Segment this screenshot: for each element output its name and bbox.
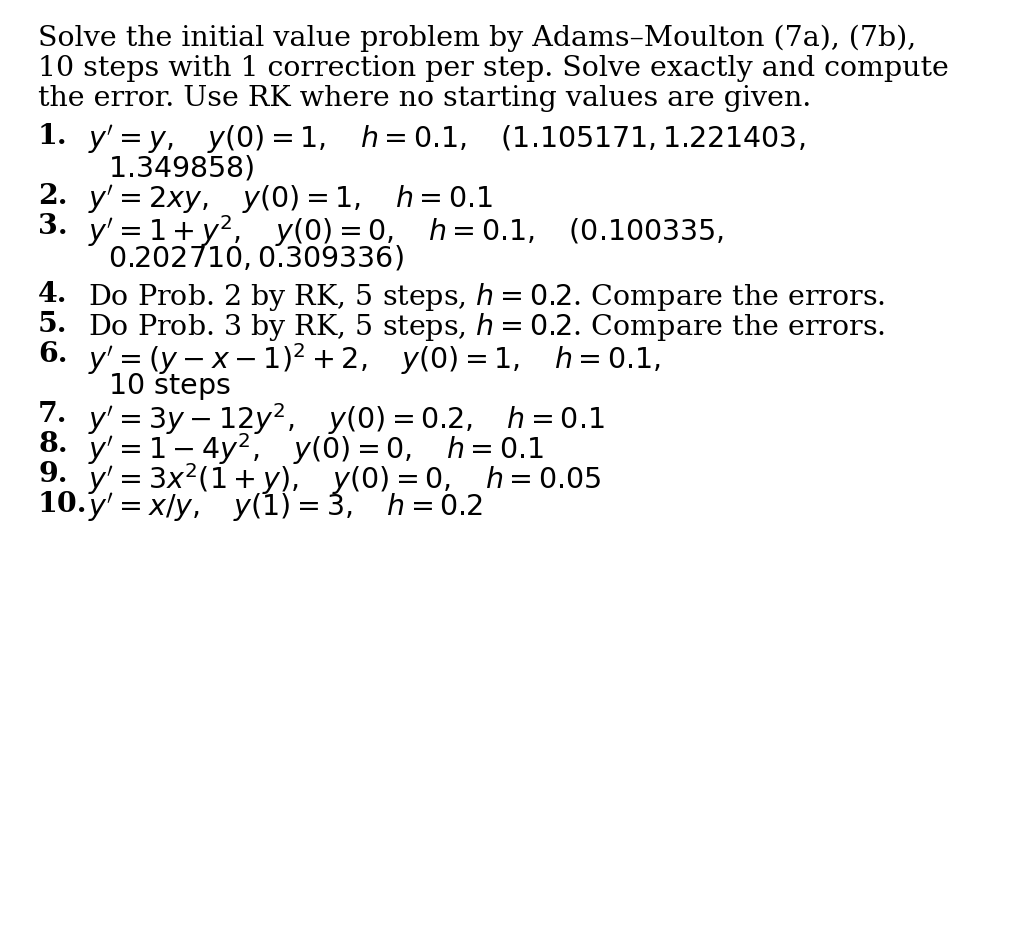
Text: 10 steps with 1 correction per step. Solve exactly and compute: 10 steps with 1 correction per step. Sol… xyxy=(38,55,949,82)
Text: 10.: 10. xyxy=(38,490,87,517)
Text: 7.: 7. xyxy=(38,400,68,427)
Text: $y' = 2xy, \quad y(0) = 1, \quad h = 0.1$: $y' = 2xy, \quad y(0) = 1, \quad h = 0.1… xyxy=(88,183,493,216)
Text: 6.: 6. xyxy=(38,340,68,368)
Text: Do Prob. 3 by RK, 5 steps, $h = 0.2$. Compare the errors.: Do Prob. 3 by RK, 5 steps, $h = 0.2$. Co… xyxy=(88,311,886,343)
Text: 3.: 3. xyxy=(38,213,68,240)
Text: Do Prob. 2 by RK, 5 steps, $h = 0.2$. Compare the errors.: Do Prob. 2 by RK, 5 steps, $h = 0.2$. Co… xyxy=(88,281,886,312)
Text: 5.: 5. xyxy=(38,311,68,337)
Text: $1.349858)$: $1.349858)$ xyxy=(108,153,255,182)
Text: 1.: 1. xyxy=(38,123,68,150)
Text: 9.: 9. xyxy=(38,461,68,488)
Text: $y' = 3y - 12y^2, \quad y(0) = 0.2, \quad h = 0.1$: $y' = 3y - 12y^2, \quad y(0) = 0.2, \qua… xyxy=(88,400,604,437)
Text: 2.: 2. xyxy=(38,183,68,210)
Text: $y' = 1 - 4y^2, \quad y(0) = 0, \quad h = 0.1$: $y' = 1 - 4y^2, \quad y(0) = 0, \quad h … xyxy=(88,430,544,466)
Text: $y' = y, \quad y(0) = 1, \quad h = 0.1, \quad (1.105171, 1.221403,$: $y' = y, \quad y(0) = 1, \quad h = 0.1, … xyxy=(88,123,805,156)
Text: the error. Use RK where no starting values are given.: the error. Use RK where no starting valu… xyxy=(38,85,811,112)
Text: 4.: 4. xyxy=(38,281,68,308)
Text: Solve the initial value problem by Adams–Moulton (7a), (7b),: Solve the initial value problem by Adams… xyxy=(38,25,916,52)
Text: $y' = 3x^2(1 + y), \quad y(0) = 0, \quad h = 0.05$: $y' = 3x^2(1 + y), \quad y(0) = 0, \quad… xyxy=(88,461,601,496)
Text: $0.202710, 0.309336)$: $0.202710, 0.309336)$ xyxy=(108,243,403,272)
Text: $y' = 1 + y^2, \quad y(0) = 0, \quad h = 0.1, \quad (0.100335,$: $y' = 1 + y^2, \quad y(0) = 0, \quad h =… xyxy=(88,213,724,248)
Text: $y' = (y - x - 1)^2 + 2, \quad y(0) = 1, \quad h = 0.1,$: $y' = (y - x - 1)^2 + 2, \quad y(0) = 1,… xyxy=(88,340,660,376)
Text: 8.: 8. xyxy=(38,430,68,458)
Text: $y' = x/y, \quad y(1) = 3, \quad h = 0.2$: $y' = x/y, \quad y(1) = 3, \quad h = 0.2… xyxy=(88,490,482,524)
Text: $10\ \mathrm{steps}$: $10\ \mathrm{steps}$ xyxy=(108,371,230,401)
